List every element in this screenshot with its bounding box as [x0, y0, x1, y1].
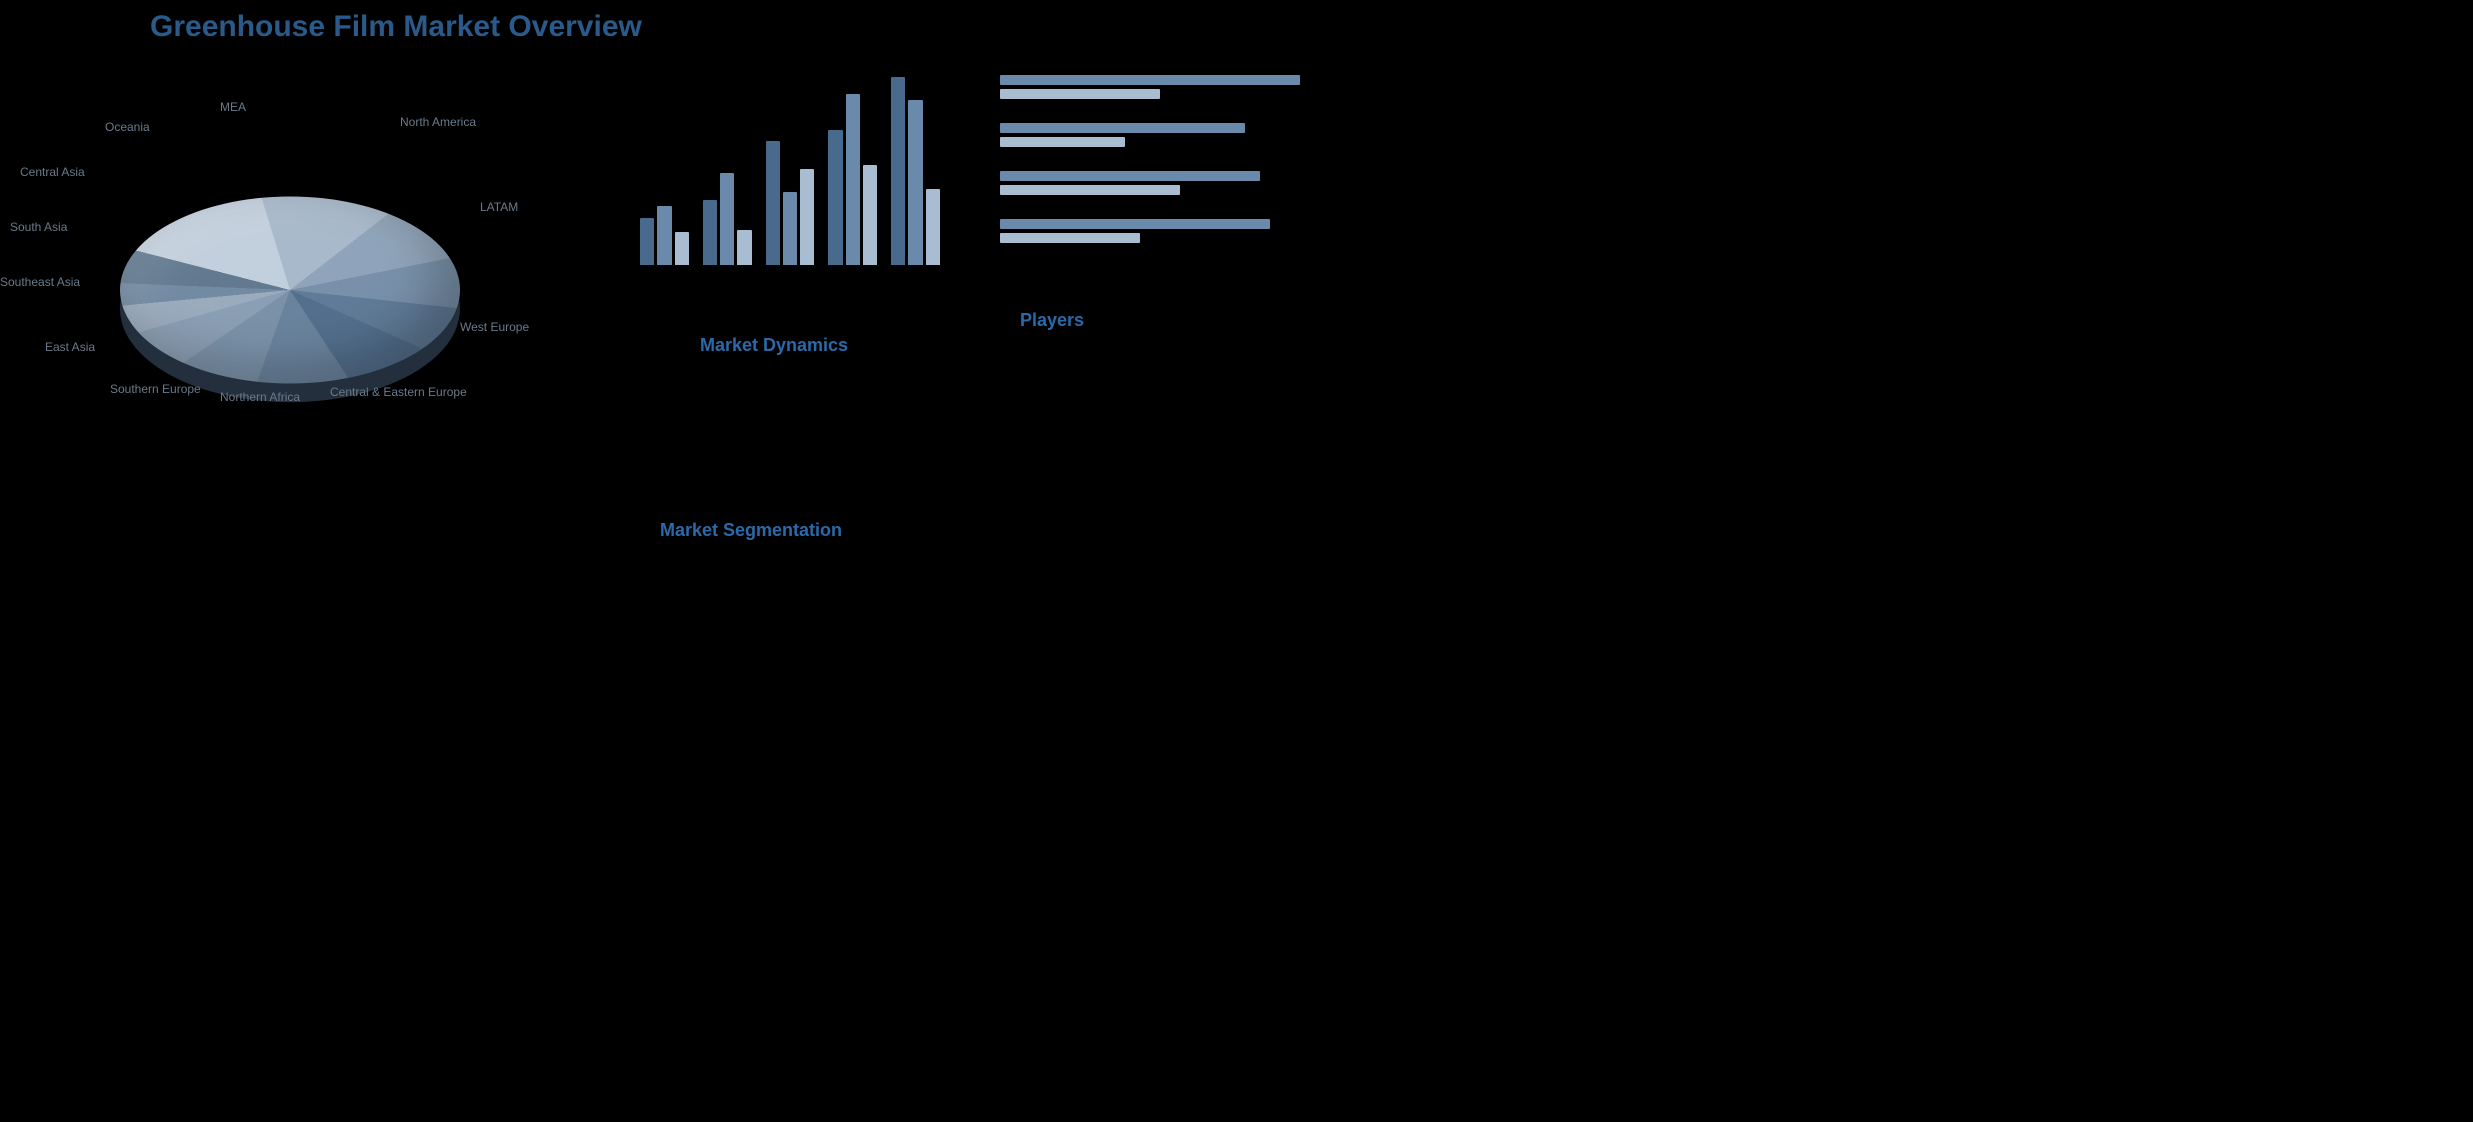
heading-market-dynamics: Market Dynamics — [700, 335, 848, 356]
heading-segmentation: Market Segmentation — [660, 520, 842, 541]
bar — [926, 189, 940, 265]
bar — [908, 100, 922, 265]
pie-slice-label: West Europe — [460, 320, 529, 334]
hbar-primary — [1000, 219, 1270, 229]
bar — [737, 230, 751, 265]
bar-group — [703, 173, 752, 265]
bar — [675, 232, 689, 265]
pie-chart-region: MEANorth AmericaLATAMWest EuropeCentral … — [60, 120, 520, 400]
bar — [783, 192, 797, 265]
pie-slice-label: North America — [400, 115, 476, 129]
hbar-primary — [1000, 171, 1260, 181]
pie-slice-label: LATAM — [480, 200, 518, 214]
hbar-pair — [1000, 219, 1300, 243]
hbar-chart-players — [1000, 75, 1300, 243]
bar — [640, 218, 654, 265]
bar-group — [828, 94, 877, 265]
pie-slice-label: Central Asia — [20, 165, 85, 179]
bar — [800, 169, 814, 265]
bar — [703, 200, 717, 265]
bar — [891, 77, 905, 265]
bar — [657, 206, 671, 265]
pie-top-face — [120, 197, 460, 384]
pie-slice-label: Oceania — [105, 120, 150, 134]
heading-players: Players — [1020, 310, 1084, 331]
bar — [828, 130, 842, 265]
hbar-secondary — [1000, 137, 1125, 147]
hbar-pair — [1000, 75, 1300, 99]
bar — [766, 141, 780, 265]
bar — [720, 173, 734, 265]
bar — [846, 94, 860, 265]
bar — [863, 165, 877, 265]
bar-group — [891, 77, 940, 265]
bar-chart-dynamics — [640, 65, 940, 265]
pie-3d-container — [120, 197, 460, 384]
pie-slice-label: Southeast Asia — [0, 275, 80, 289]
hbar-primary — [1000, 123, 1245, 133]
page-title: Greenhouse Film Market Overview — [150, 10, 642, 44]
pie-slice-label: Southern Europe — [110, 382, 201, 396]
pie-slice-label: East Asia — [45, 340, 95, 354]
pie-slice-label: Central & Eastern Europe — [330, 385, 467, 399]
hbar-secondary — [1000, 233, 1140, 243]
pie-slice-label: MEA — [220, 100, 246, 114]
hbar-secondary — [1000, 89, 1160, 99]
bar-group — [766, 141, 815, 265]
hbar-pair — [1000, 171, 1300, 195]
bar-group — [640, 206, 689, 265]
hbar-pair — [1000, 123, 1300, 147]
hbar-primary — [1000, 75, 1300, 85]
hbar-secondary — [1000, 185, 1180, 195]
pie-slice-label: Northern Africa — [220, 390, 300, 404]
pie-slice-label: South Asia — [10, 220, 67, 234]
